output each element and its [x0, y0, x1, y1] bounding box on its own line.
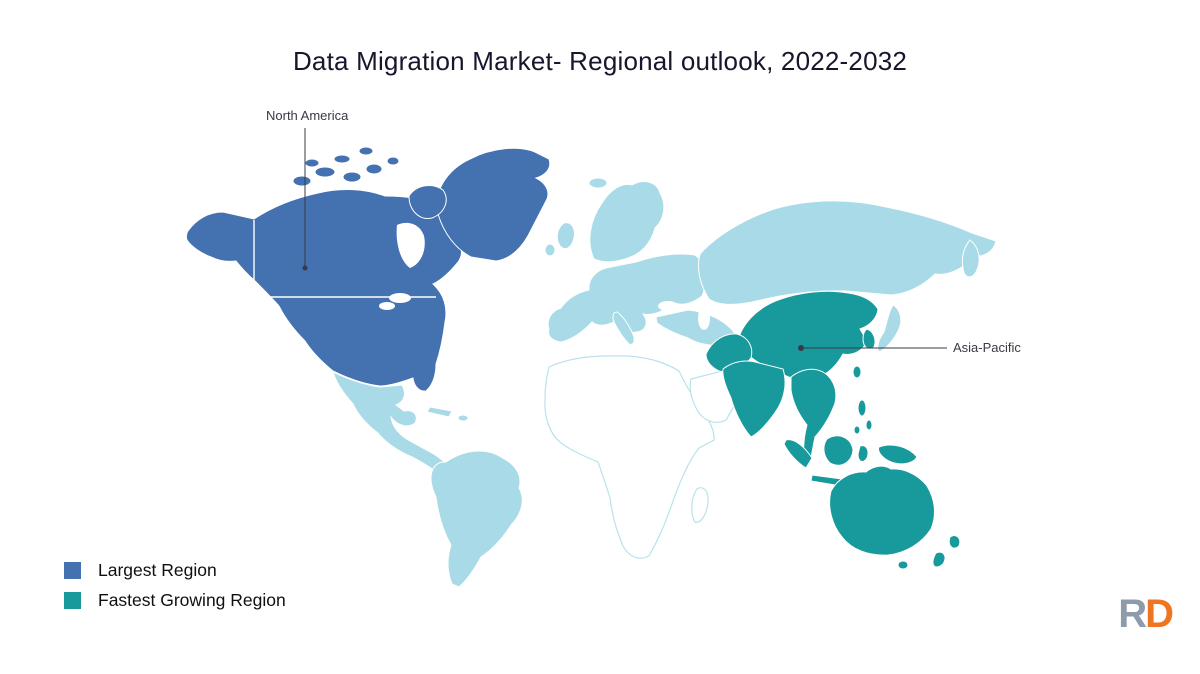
- annotation-label-north-america: North America: [266, 108, 349, 123]
- region-group-other: [332, 177, 997, 588]
- arctic-island: [333, 154, 351, 164]
- region-sulawesi: [857, 445, 869, 462]
- fastest-growing-region-swatch: [64, 592, 81, 609]
- arctic-island: [358, 146, 374, 156]
- arctic-island: [292, 175, 312, 187]
- region-uk: [556, 222, 575, 250]
- arctic-island: [314, 166, 336, 178]
- region-philippines: [865, 419, 873, 431]
- arctic-island: [304, 158, 320, 168]
- region-group-fastest-growing: [705, 290, 961, 570]
- country-borders: [253, 220, 436, 298]
- region-mexico-central-america: [332, 371, 452, 478]
- water-overlays: [379, 222, 710, 330]
- region-new-zealand-north: [948, 535, 961, 549]
- region-indochina: [790, 368, 837, 465]
- region-kamchatka: [961, 239, 980, 278]
- region-tasmania: [897, 560, 909, 570]
- page-title: Data Migration Market- Regional outlook,…: [292, 46, 908, 76]
- region-madagascar: [691, 487, 709, 523]
- region-cuba: [426, 406, 453, 418]
- great-lakes: [389, 293, 411, 303]
- arctic-island: [386, 156, 400, 166]
- region-hispaniola: [457, 414, 469, 422]
- legend: Largest Region Fastest Growing Region: [64, 560, 286, 620]
- region-korea: [862, 328, 876, 350]
- logo-letter-d: D: [1145, 592, 1174, 636]
- largest-region-swatch: [64, 562, 81, 579]
- region-india: [722, 360, 786, 438]
- region-russia: [697, 200, 997, 305]
- arctic-island: [342, 171, 362, 183]
- region-borneo: [823, 435, 854, 466]
- legend-item-fastest-growing-region: Fastest Growing Region: [64, 590, 286, 611]
- region-new-guinea: [878, 444, 918, 465]
- region-italy: [612, 311, 635, 345]
- hudson-bay: [396, 222, 425, 268]
- region-group-neutral: [544, 355, 739, 559]
- region-baffin-island: [408, 184, 447, 219]
- region-taiwan: [852, 365, 862, 379]
- arctic-island: [365, 163, 383, 175]
- region-new-zealand-south: [932, 551, 946, 568]
- legend-item-largest-region: Largest Region: [64, 560, 286, 581]
- caspian-sea: [698, 306, 710, 330]
- largest-region-label: Largest Region: [98, 560, 217, 580]
- black-sea: [658, 301, 678, 311]
- region-philippines: [857, 399, 867, 417]
- north-america-pointer-dot: [302, 265, 308, 271]
- region-australia: [829, 465, 935, 556]
- region-north-america: [185, 188, 462, 392]
- logo-letter-r: R: [1118, 592, 1147, 636]
- annotation-pointers: [302, 128, 947, 351]
- region-scandinavia: [589, 181, 665, 263]
- annotation-label-asia-pacific: Asia-Pacific: [953, 340, 1021, 355]
- great-lakes: [379, 302, 395, 310]
- asia-pacific-pointer-dot: [798, 345, 804, 351]
- region-ireland: [544, 243, 556, 257]
- region-africa: [544, 355, 715, 559]
- region-philippines: [853, 425, 861, 435]
- region-group-largest: [185, 146, 551, 392]
- region-iceland: [588, 177, 608, 189]
- region-sumatra: [783, 439, 813, 469]
- region-japan: [877, 304, 902, 353]
- brand-logo: RD: [1118, 592, 1174, 636]
- region-greenland: [436, 147, 551, 262]
- fastest-growing-region-label: Fastest Growing Region: [98, 590, 286, 610]
- region-south-america: [430, 450, 523, 588]
